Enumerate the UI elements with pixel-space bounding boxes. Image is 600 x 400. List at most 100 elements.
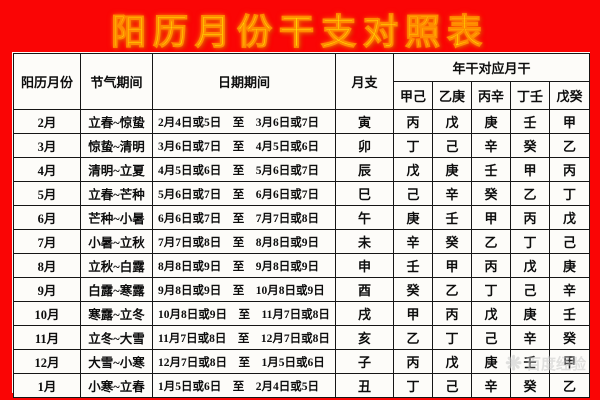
- branch-cell: 未: [335, 229, 394, 254]
- stem-cell: 庚: [471, 349, 511, 374]
- term-cell: 立春~芒种: [80, 181, 153, 206]
- branch-cell: 丑: [335, 373, 394, 398]
- term-cell: 立春~惊蛰: [80, 109, 153, 134]
- date-range-cell: 10月8日或9日 至 11月7日或8日: [152, 301, 336, 326]
- stem-cell: 壬: [432, 205, 472, 230]
- month-cell: 11月: [13, 325, 81, 350]
- header-solar-term: 节气期间: [80, 53, 153, 110]
- date-range-cell: 1月5日或6日 至 2月4日或5日: [152, 373, 336, 398]
- table-row: 4月 清明~立夏 4月5日或6日 至 5月6日或7日辰戊庚壬甲丙: [13, 157, 591, 182]
- stem-cell: 己: [471, 325, 511, 350]
- table-body: 2月 立春~惊蛰 2月4日或5日 至 3月6日或7日寅丙戊庚壬甲 3月 惊蛰~清明 3月6…: [13, 109, 591, 398]
- month-cell: 1月: [13, 373, 81, 398]
- stem-cell: 庚: [510, 301, 550, 326]
- term-cell: 大雪~小寒: [80, 349, 153, 374]
- term-cell: 芒种~小暑: [80, 205, 153, 230]
- stem-cell: 壬: [548, 301, 591, 326]
- header-stem-pair: 甲己: [393, 81, 433, 110]
- stem-cell: 癸: [393, 277, 433, 302]
- stem-cell: 癸: [471, 181, 511, 206]
- stem-cell: 辛: [510, 325, 550, 350]
- stem-cell: 丙: [510, 205, 550, 230]
- stem-cell: 癸: [548, 325, 591, 350]
- stem-cell: 甲: [548, 109, 591, 134]
- header-stem-pair: 丙辛: [471, 81, 511, 110]
- stem-cell: 戊: [393, 157, 433, 182]
- stem-cell: 庚: [393, 205, 433, 230]
- stem-cell: 己: [393, 181, 433, 206]
- stem-cell: 戊: [432, 109, 472, 134]
- stem-cell: 丙: [393, 109, 433, 134]
- term-cell: 立冬~大雪: [80, 325, 153, 350]
- ganzhi-table-container: 阳历月份 节气期间 日期期间 月支 年干对应月干 甲己 乙庚 丙辛 丁壬 戊癸 …: [12, 52, 591, 398]
- term-cell: 立秋~白露: [80, 253, 153, 278]
- stem-cell: 癸: [510, 373, 550, 398]
- month-cell: 12月: [13, 349, 81, 374]
- stem-cell: 癸: [510, 133, 550, 158]
- month-cell: 5月: [13, 181, 81, 206]
- header-date-range: 日期期间: [152, 53, 336, 110]
- branch-cell: 辰: [335, 157, 394, 182]
- header-stem-pair: 戊癸: [548, 81, 591, 110]
- stem-cell: 戊: [510, 253, 550, 278]
- header-row-stems: 甲己 乙庚 丙辛 丁壬 戊癸: [14, 81, 591, 110]
- stem-cell: 丁: [393, 373, 433, 398]
- branch-cell: 巳: [335, 181, 394, 206]
- date-range-cell: 11月7日或8日 至 12月7日或8日: [152, 325, 336, 350]
- stem-cell: 己: [510, 277, 550, 302]
- stem-cell: 庚: [432, 157, 472, 182]
- stem-cell: 甲: [548, 349, 591, 374]
- table-row: 10月 寒露~立冬 10月8日或9日 至 11月7日或8日戌甲丙戊庚壬: [13, 301, 591, 326]
- month-cell: 8月: [13, 253, 81, 278]
- stem-cell: 丙: [393, 349, 433, 374]
- stem-cell: 甲: [432, 253, 472, 278]
- stem-cell: 丙: [548, 157, 591, 182]
- stem-cell: 乙: [393, 325, 433, 350]
- header-row-top: 阳历月份 节气期间 日期期间 月支 年干对应月干: [13, 53, 591, 110]
- stem-cell: 辛: [471, 373, 511, 398]
- stem-cell: 戊: [471, 301, 511, 326]
- stem-cell: 丁: [393, 133, 433, 158]
- stem-cell: 乙: [548, 133, 591, 158]
- stem-cell: 己: [432, 133, 472, 158]
- stem-cell: 丙: [432, 301, 472, 326]
- table-row: 6月 芒种~小暑 6月6日或7日 至 7月7日或8日午庚壬甲丙戊: [13, 205, 591, 230]
- table-row: 11月 立冬~大雪 11月7日或8日 至 12月7日或8日亥乙丁己辛癸: [13, 325, 591, 350]
- stem-cell: 丙: [471, 253, 511, 278]
- term-cell: 清明~立夏: [80, 157, 153, 182]
- date-range-cell: 8月8日或9日 至 9月8日或9日: [152, 253, 336, 278]
- date-range-cell: 2月4日或5日 至 3月6日或7日: [152, 109, 336, 134]
- stem-cell: 庚: [471, 109, 511, 134]
- stem-cell: 癸: [432, 229, 472, 254]
- branch-cell: 卯: [335, 133, 394, 158]
- month-cell: 4月: [13, 157, 81, 182]
- stem-cell: 壬: [471, 157, 511, 182]
- stem-cell: 辛: [393, 229, 433, 254]
- date-range-cell: 3月6日或7日 至 4月5日或6日: [152, 133, 336, 158]
- term-cell: 小暑~立秋: [80, 229, 153, 254]
- stem-cell: 戊: [548, 205, 591, 230]
- branch-cell: 午: [335, 205, 394, 230]
- stem-cell: 辛: [548, 277, 591, 302]
- table-header: 阳历月份 节气期间 日期期间 月支 年干对应月干 甲己 乙庚 丙辛 丁壬 戊癸: [13, 53, 591, 110]
- stem-cell: 甲: [393, 301, 433, 326]
- stem-cell: 壬: [510, 109, 550, 134]
- term-cell: 白露~寒露: [80, 277, 153, 302]
- date-range-cell: 4月5日或6日 至 5月6日或7日: [152, 157, 336, 182]
- stem-cell: 壬: [510, 349, 550, 374]
- table-row: 7月 小暑~立秋 7月7日或8日 至 8月8日或9日未辛癸乙丁己: [13, 229, 591, 254]
- header-month-branch: 月支: [335, 53, 394, 110]
- branch-cell: 酉: [335, 277, 394, 302]
- stem-cell: 甲: [510, 157, 550, 182]
- month-cell: 10月: [13, 301, 81, 326]
- month-cell: 7月: [13, 229, 81, 254]
- month-cell: 3月: [13, 133, 81, 158]
- header-stem-pair: 丁壬: [510, 81, 550, 110]
- table-row: 3月 惊蛰~清明 3月6日或7日 至 4月5日或6日卯丁己辛癸乙: [13, 133, 591, 158]
- month-cell: 9月: [13, 277, 81, 302]
- date-range-cell: 12月7日或8日 至 1月5日或6日: [152, 349, 336, 374]
- stem-cell: 乙: [432, 277, 472, 302]
- stem-cell: 丁: [548, 181, 591, 206]
- table-row: 1月 小寒~立春 1月5日或6日 至 2月4日或5日丑丁己辛癸乙: [13, 373, 591, 398]
